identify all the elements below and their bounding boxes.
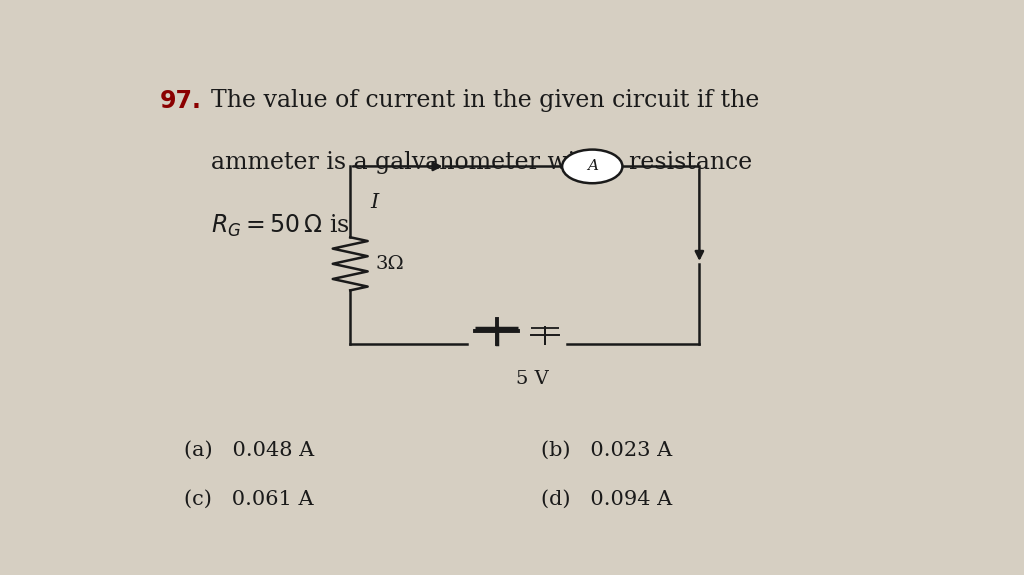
Text: I: I bbox=[370, 193, 378, 212]
Text: A: A bbox=[587, 159, 598, 174]
Text: (d)   0.094 A: (d) 0.094 A bbox=[541, 490, 672, 509]
Circle shape bbox=[562, 150, 623, 183]
Text: The value of current in the given circuit if the: The value of current in the given circui… bbox=[211, 89, 760, 112]
Text: 5 V: 5 V bbox=[516, 370, 549, 388]
Text: ammeter is a galvanometer with a resistance: ammeter is a galvanometer with a resista… bbox=[211, 151, 753, 174]
Text: (a)   0.048 A: (a) 0.048 A bbox=[183, 441, 313, 460]
Text: 3Ω: 3Ω bbox=[376, 255, 404, 273]
Text: $R_G = 50\,\Omega$ is: $R_G = 50\,\Omega$ is bbox=[211, 213, 350, 239]
Text: (c)   0.061 A: (c) 0.061 A bbox=[183, 490, 313, 509]
Text: (b)   0.023 A: (b) 0.023 A bbox=[541, 441, 672, 460]
Text: 97.: 97. bbox=[160, 89, 202, 113]
